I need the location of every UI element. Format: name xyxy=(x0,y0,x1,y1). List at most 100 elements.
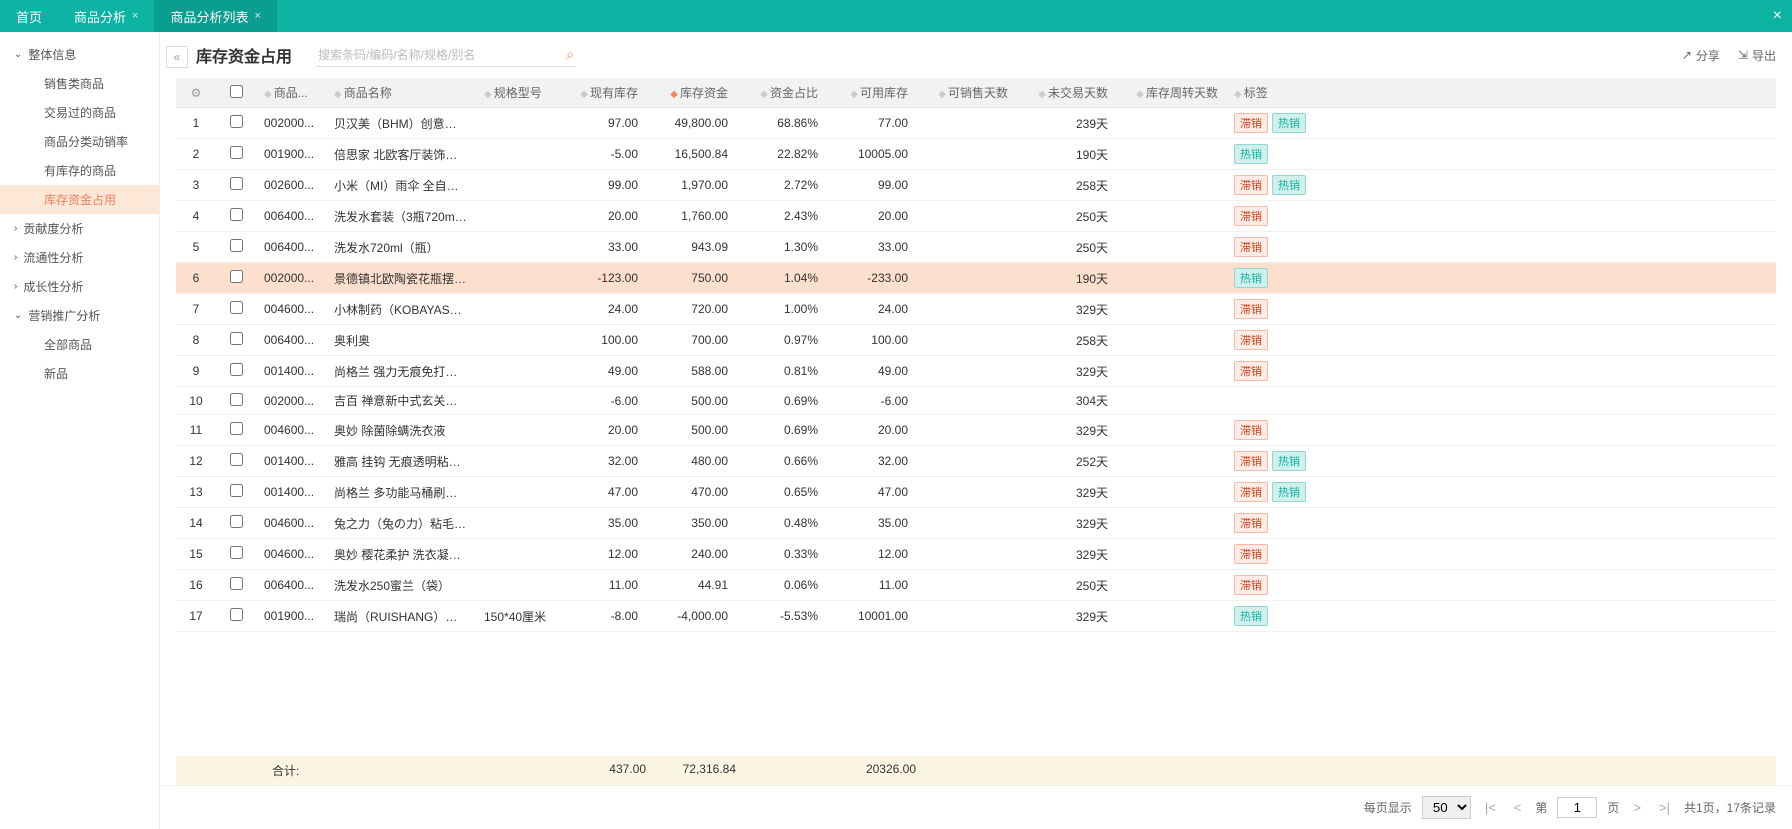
data-table: ⚙ ◆商品...◆商品名称◆规格型号◆现有库存◆库存资金◆资金占比◆可用库存◆可销… xyxy=(176,78,1776,632)
top-tab[interactable]: 商品分析列表× xyxy=(154,0,276,32)
row-checkbox[interactable] xyxy=(230,546,243,559)
select-all-checkbox[interactable] xyxy=(230,85,243,98)
row-checkbox[interactable] xyxy=(230,270,243,283)
badge-slow: 滞销 xyxy=(1234,513,1268,533)
close-all-icon[interactable]: × xyxy=(1773,0,1782,32)
col-turnDays[interactable]: ◆库存周转天数 xyxy=(1116,78,1226,108)
totals-row: 合计:437.0072,316.8420326.00 xyxy=(176,756,1776,785)
totals-cell-code: 合计: xyxy=(264,762,334,779)
row-checkbox[interactable] xyxy=(230,577,243,590)
page-title: 库存资金占用 xyxy=(196,43,292,67)
search-input[interactable] xyxy=(316,44,576,67)
table-row[interactable]: 2001900...倍思家 北欧客厅装饰画卧室-5.0016,500.8422.… xyxy=(176,139,1776,170)
sidebar-group-header[interactable]: ›贡献度分析 xyxy=(0,214,159,243)
page-input[interactable] xyxy=(1557,797,1597,818)
sidebar-group-header[interactable]: ⌄营销推广分析 xyxy=(0,301,159,330)
share-button[interactable]: ↗ 分享 xyxy=(1682,47,1720,64)
row-checkbox[interactable] xyxy=(230,608,243,621)
row-checkbox[interactable] xyxy=(230,453,243,466)
col-avail[interactable]: ◆可用库存 xyxy=(826,78,916,108)
search-icon[interactable]: ⌕ xyxy=(566,46,574,63)
table-row[interactable]: 1002000...贝汉美（BHM）创意北欧97.0049,800.0068.8… xyxy=(176,108,1776,139)
sidebar-group-header[interactable]: ›流通性分析 xyxy=(0,243,159,272)
totals-cell-ratio xyxy=(744,762,834,779)
col-fund[interactable]: ◆库存资金 xyxy=(646,78,736,108)
col-tags[interactable]: ◆标签 xyxy=(1226,78,1326,108)
col-stock[interactable]: ◆现有库存 xyxy=(556,78,646,108)
table-row[interactable]: 10002000...吉百 禅意新中式玄关摆件客-6.00500.000.69%… xyxy=(176,387,1776,415)
row-checkbox[interactable] xyxy=(230,208,243,221)
badge-slow: 滞销 xyxy=(1234,544,1268,564)
gear-icon[interactable]: ⚙ xyxy=(191,86,202,100)
sidebar-item[interactable]: 全部商品 xyxy=(0,330,159,359)
table-row[interactable]: 15004600...奥妙 樱花柔护 洗衣凝珠 1012.00240.000.3… xyxy=(176,539,1776,570)
row-checkbox[interactable] xyxy=(230,484,243,497)
collapse-sidebar-icon[interactable]: « xyxy=(166,46,188,68)
chevron-right-icon: › xyxy=(14,252,17,263)
table-row[interactable]: 13001400...尚格兰 多功能马桶刷套装 带47.00470.000.65… xyxy=(176,477,1776,508)
table-row[interactable]: 8006400...奥利奥100.00700.000.97%100.00258天… xyxy=(176,325,1776,356)
table-row[interactable]: 6002000...景德镇北欧陶瓷花瓶摆件 仿-123.00750.001.04… xyxy=(176,263,1776,294)
row-checkbox[interactable] xyxy=(230,146,243,159)
row-checkbox[interactable] xyxy=(230,239,243,252)
table-row[interactable]: 12001400...雅高 挂钩 无痕透明粘钩 强32.00480.000.66… xyxy=(176,446,1776,477)
sidebar: ⌄整体信息销售类商品交易过的商品商品分类动销率有库存的商品库存资金占用›贡献度分… xyxy=(0,32,160,829)
per-page-select[interactable]: 50 xyxy=(1422,796,1471,819)
pagination: 每页显示 50 |< < 第 页 > >| 共1页，17条记录 xyxy=(160,785,1792,829)
sidebar-group-header[interactable]: ⌄整体信息 xyxy=(0,40,159,69)
first-page-icon[interactable]: |< xyxy=(1481,800,1500,815)
col-code[interactable]: ◆商品... xyxy=(256,78,326,108)
badge-slow: 滞销 xyxy=(1234,482,1268,502)
table-row[interactable]: 16006400...洗发水250蜜兰（袋）11.0044.910.06%11.… xyxy=(176,570,1776,601)
col-saleDays[interactable]: ◆可销售天数 xyxy=(916,78,1016,108)
table-row[interactable]: 17001900...瑞尚（RUISHANG）卧室150*40厘米-8.00-4… xyxy=(176,601,1776,632)
row-checkbox[interactable] xyxy=(230,515,243,528)
sidebar-item[interactable]: 库存资金占用 xyxy=(0,185,159,214)
top-tab[interactable]: 商品分析× xyxy=(58,0,154,32)
table-row[interactable]: 14004600...兔之力（兔の力）粘毛器 粘35.00350.000.48%… xyxy=(176,508,1776,539)
badge-slow: 滞销 xyxy=(1234,206,1268,226)
table-row[interactable]: 4006400...洗发水套装（3瓶720ml+120.001,760.002.… xyxy=(176,201,1776,232)
table-row[interactable]: 5006400...洗发水720ml（瓶）33.00943.091.30%33.… xyxy=(176,232,1776,263)
badge-hot: 热销 xyxy=(1272,175,1306,195)
totals-cell-avail: 20326.00 xyxy=(834,762,924,779)
col-ratio[interactable]: ◆资金占比 xyxy=(736,78,826,108)
sidebar-item[interactable]: 新品 xyxy=(0,359,159,388)
sidebar-item[interactable]: 商品分类动销率 xyxy=(0,127,159,156)
prev-page-icon[interactable]: < xyxy=(1510,800,1526,815)
sidebar-group-header[interactable]: ›成长性分析 xyxy=(0,272,159,301)
badge-hot: 热销 xyxy=(1234,268,1268,288)
export-button[interactable]: ⇲ 导出 xyxy=(1738,47,1776,64)
row-checkbox[interactable] xyxy=(230,301,243,314)
table-row[interactable]: 11004600...奥妙 除菌除螨洗衣液20.00500.000.69%20.… xyxy=(176,415,1776,446)
last-page-icon[interactable]: >| xyxy=(1655,800,1674,815)
totals-cell-stock: 437.00 xyxy=(564,762,654,779)
row-checkbox[interactable] xyxy=(230,332,243,345)
col-name[interactable]: ◆商品名称 xyxy=(326,78,476,108)
row-checkbox[interactable] xyxy=(230,363,243,376)
row-checkbox[interactable] xyxy=(230,422,243,435)
row-checkbox[interactable] xyxy=(230,177,243,190)
col-gear: ⚙ xyxy=(176,78,216,108)
badge-hot: 热销 xyxy=(1234,144,1268,164)
next-page-icon[interactable]: > xyxy=(1629,800,1645,815)
col-noTrade[interactable]: ◆未交易天数 xyxy=(1016,78,1116,108)
badge-slow: 滞销 xyxy=(1234,420,1268,440)
close-tab-icon[interactable]: × xyxy=(132,10,138,22)
table-row[interactable]: 3002600...小米（MI）雨伞 全自动折叠99.001,970.002.7… xyxy=(176,170,1776,201)
col-spec[interactable]: ◆规格型号 xyxy=(476,78,556,108)
totals-cell-name xyxy=(334,762,484,779)
sidebar-item[interactable]: 有库存的商品 xyxy=(0,156,159,185)
table-row[interactable]: 9001400...尚格兰 强力无痕免打孔浴室49.00588.000.81%4… xyxy=(176,356,1776,387)
table-header-row: ⚙ ◆商品...◆商品名称◆规格型号◆现有库存◆库存资金◆资金占比◆可用库存◆可销… xyxy=(176,78,1776,108)
row-checkbox[interactable] xyxy=(230,393,243,406)
sidebar-item[interactable]: 交易过的商品 xyxy=(0,98,159,127)
row-checkbox[interactable] xyxy=(230,115,243,128)
table-row[interactable]: 7004600...小林制药（KOBAYASHI）日24.00720.001.0… xyxy=(176,294,1776,325)
close-tab-icon[interactable]: × xyxy=(254,10,260,22)
totals-cell-chk xyxy=(224,762,264,779)
top-tab[interactable]: 首页 xyxy=(0,0,58,32)
badge-hot: 热销 xyxy=(1272,113,1306,133)
badge-slow: 滞销 xyxy=(1234,237,1268,257)
sidebar-item[interactable]: 销售类商品 xyxy=(0,69,159,98)
